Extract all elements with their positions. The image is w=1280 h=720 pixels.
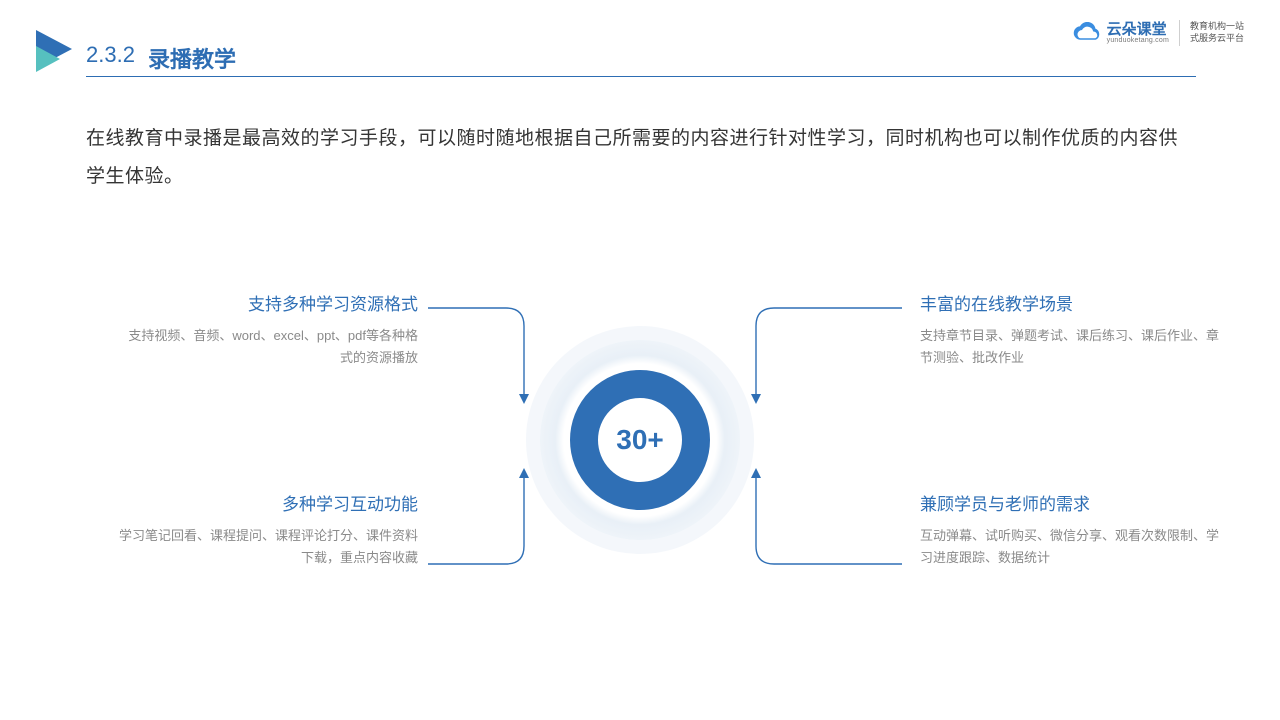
tagline-line-1: 教育机构一站 bbox=[1190, 21, 1244, 33]
center-circle: 30+ bbox=[540, 340, 740, 540]
cloud-icon bbox=[1073, 22, 1103, 44]
play-icon bbox=[32, 26, 78, 77]
connector-top-left bbox=[420, 300, 560, 420]
feature-diagram: 30+ 支持多种学习资源格式 支持视频、音频、word、excel、ppt、pd… bbox=[0, 260, 1280, 640]
feature-bottom-left: 多种学习互动功能 学习笔记回看、课程提问、课程评论打分、课件资料下载，重点内容收… bbox=[118, 490, 418, 569]
connector-bottom-left bbox=[420, 460, 560, 580]
feature-desc: 支持视频、音频、word、excel、ppt、pdf等各种格式的资源播放 bbox=[118, 325, 418, 369]
feature-desc: 支持章节目录、弹题考试、课后练习、课后作业、章节测验、批改作业 bbox=[920, 325, 1220, 369]
feature-title: 多种学习互动功能 bbox=[118, 490, 418, 515]
feature-title: 支持多种学习资源格式 bbox=[118, 290, 418, 315]
feature-top-right: 丰富的在线教学场景 支持章节目录、弹题考试、课后练习、课后作业、章节测验、批改作… bbox=[920, 290, 1220, 369]
header-underline bbox=[86, 76, 1196, 77]
center-value: 30+ bbox=[616, 424, 664, 456]
section-title: 录播教学 bbox=[148, 42, 236, 74]
section-number: 2.3.2 bbox=[86, 42, 135, 68]
logo-text: 云朵课堂 bbox=[1107, 22, 1169, 37]
tagline-line-2: 式服务云平台 bbox=[1190, 33, 1244, 45]
feature-title: 兼顾学员与老师的需求 bbox=[920, 490, 1220, 515]
connector-bottom-right bbox=[720, 460, 910, 580]
feature-bottom-right: 兼顾学员与老师的需求 互动弹幕、试听购买、微信分享、观看次数限制、学习进度跟踪、… bbox=[920, 490, 1220, 569]
logo-block: 云朵课堂 yunduoketang.com 教育机构一站 式服务云平台 bbox=[1073, 20, 1244, 46]
center-ring: 30+ bbox=[570, 370, 710, 510]
logo-subtext: yunduoketang.com bbox=[1107, 37, 1169, 44]
feature-title: 丰富的在线教学场景 bbox=[920, 290, 1220, 315]
logo-tagline: 教育机构一站 式服务云平台 bbox=[1190, 21, 1244, 44]
feature-top-left: 支持多种学习资源格式 支持视频、音频、word、excel、ppt、pdf等各种… bbox=[118, 290, 418, 369]
connector-top-right bbox=[720, 300, 910, 420]
feature-desc: 学习笔记回看、课程提问、课程评论打分、课件资料下载，重点内容收藏 bbox=[118, 525, 418, 569]
slide-header: 2.3.2 录播教学 云朵课堂 yunduoketang.com 教育机构一站 … bbox=[0, 0, 1280, 28]
logo-divider bbox=[1179, 20, 1180, 46]
feature-desc: 互动弹幕、试听购买、微信分享、观看次数限制、学习进度跟踪、数据统计 bbox=[920, 525, 1220, 569]
intro-paragraph: 在线教育中录播是最高效的学习手段，可以随时随地根据自己所需要的内容进行针对性学习… bbox=[86, 120, 1196, 196]
logo: 云朵课堂 yunduoketang.com bbox=[1073, 22, 1169, 44]
